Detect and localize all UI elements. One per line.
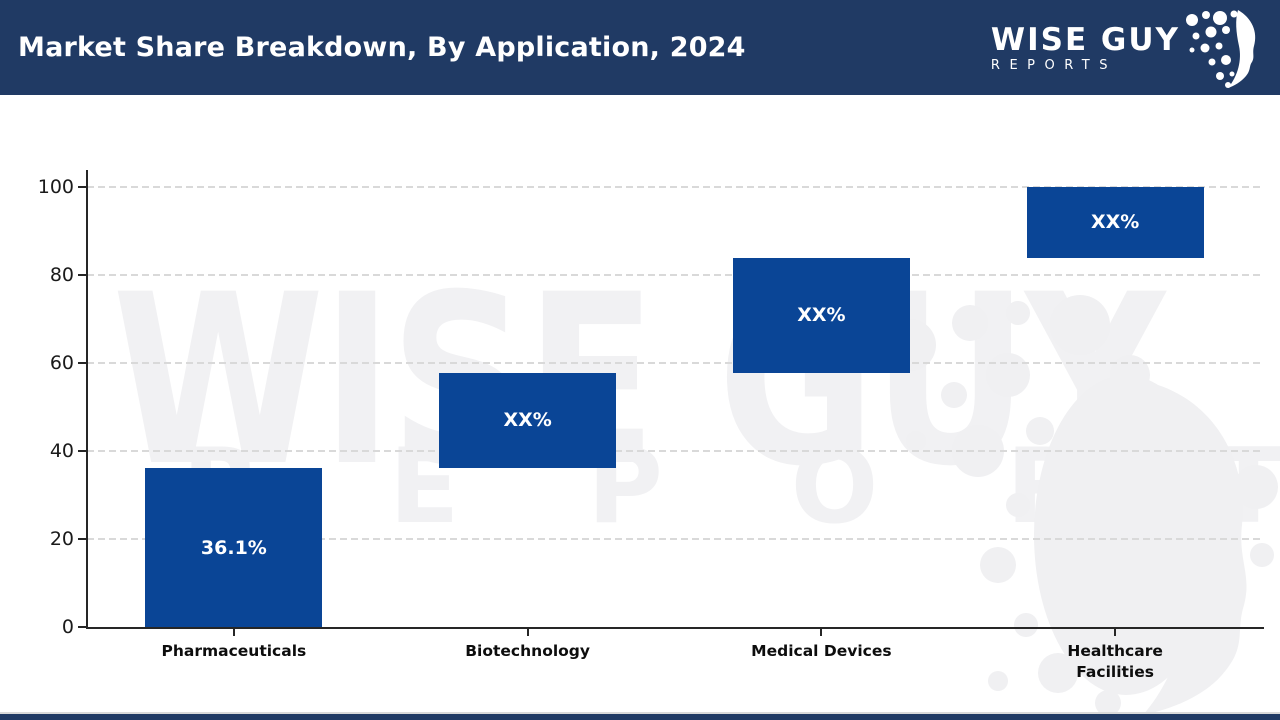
bar-segment: 36.1% — [145, 468, 323, 627]
y-tick-20 — [78, 538, 86, 540]
bar-value-label: XX% — [503, 409, 552, 432]
header-bar: Market Share Breakdown, By Application, … — [0, 0, 1280, 95]
bar-segment: XX% — [439, 372, 617, 469]
bar-value-label: XX% — [797, 304, 846, 327]
y-tick-label-20: 20 — [49, 528, 74, 550]
x-tick-3 — [1114, 629, 1117, 636]
bar-value-label: XX% — [1090, 211, 1140, 234]
y-tick-40 — [78, 450, 86, 452]
x-tick-0 — [232, 629, 235, 636]
x-axis-line — [86, 627, 1264, 629]
watermark-head-icon — [884, 295, 1278, 716]
x-category-label: Medical Devices — [751, 642, 892, 660]
bar-segment: XX% — [732, 257, 910, 373]
x-category-label: Biotechnology — [465, 642, 590, 660]
footer-bar — [0, 712, 1280, 720]
logo-wordmark: WISE GUY REPORTS — [991, 23, 1180, 73]
y-tick-label-0: 0 — [61, 616, 74, 638]
gridline-80 — [87, 274, 1262, 276]
y-tick-label-100: 100 — [37, 176, 74, 198]
gridline-40 — [87, 450, 1262, 452]
y-tick-80 — [78, 274, 86, 276]
gridline-100 — [87, 186, 1262, 188]
chart-canvas: WISE GUY R E P O R T S 02040608010036.1%… — [0, 95, 1280, 716]
logo-title: WISE GUY — [990, 22, 1180, 58]
x-tick-2 — [820, 629, 823, 636]
y-axis-line — [86, 170, 88, 629]
y-tick-label-60: 60 — [49, 352, 74, 374]
x-category-label: Healthcare Facilities — [1067, 642, 1163, 681]
logo-head-icon — [1186, 10, 1256, 88]
x-category-label: Pharmaceuticals — [161, 642, 307, 660]
bar-segment: XX% — [1026, 187, 1204, 258]
gridline-60 — [87, 362, 1262, 364]
y-tick-label-40: 40 — [49, 440, 74, 462]
y-tick-0 — [78, 626, 86, 628]
y-tick-label-80: 80 — [49, 264, 74, 286]
y-tick-60 — [78, 362, 86, 364]
chart-title: Market Share Breakdown, By Application, … — [18, 32, 746, 63]
logo-subtitle: REPORTS — [990, 58, 1118, 73]
wiseguy-logo: WISE GUY REPORTS — [991, 8, 1258, 88]
x-tick-1 — [526, 629, 529, 636]
bar-value-label: 36.1% — [200, 536, 267, 559]
gridline-20 — [87, 538, 1262, 540]
y-tick-100 — [78, 186, 86, 188]
